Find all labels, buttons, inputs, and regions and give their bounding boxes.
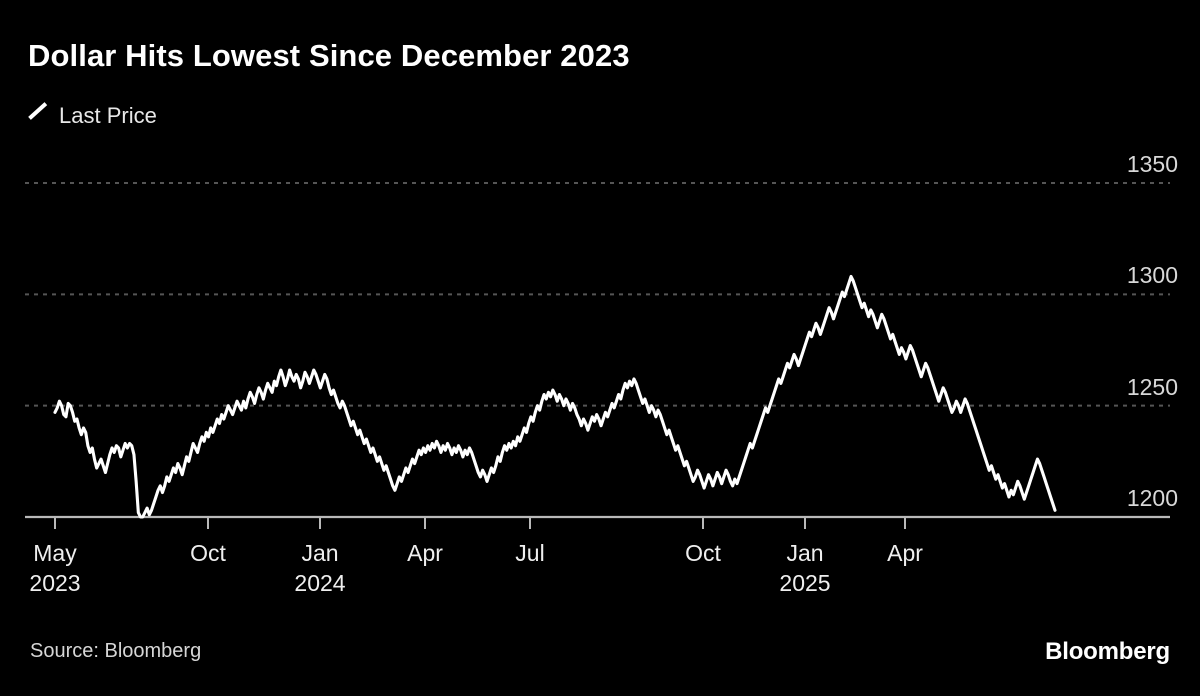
source-note: Source: Bloomberg	[30, 640, 202, 662]
x-axis-label-month: Oct	[685, 540, 721, 566]
x-axis-label: Apr	[407, 538, 443, 568]
x-axis-label-year: 2024	[294, 570, 346, 596]
x-axis-label-year: 2025	[779, 570, 831, 596]
x-axis-label-month: May	[33, 540, 77, 566]
gridlines	[25, 182, 1170, 407]
x-axis-label-year: 2023	[29, 570, 81, 596]
x-axis-label-month: Apr	[887, 540, 923, 566]
y-axis-label: 1350	[1126, 151, 1178, 177]
x-axis-label-month: Oct	[190, 540, 226, 566]
y-axis-label: 1250	[1126, 373, 1178, 400]
x-axis-label: Oct	[685, 538, 721, 568]
y-axis-label: 1300	[1126, 262, 1178, 289]
y-axis-label: 1200	[1126, 485, 1178, 511]
x-axis-label: Jan 2025	[779, 538, 830, 598]
data-series-line	[53, 274, 1057, 519]
x-axis-label-month: Jul	[515, 540, 545, 566]
x-axis-ticks	[54, 517, 906, 529]
legend-item-label: Last Price	[59, 103, 157, 128]
x-axis-label: Apr	[887, 538, 923, 568]
x-axis-label-month: Apr	[407, 540, 443, 566]
x-axis-label-month: Jan	[301, 540, 339, 566]
x-axis-label: Jul	[515, 538, 544, 568]
x-axis-label: Jan 2024	[294, 538, 345, 598]
page-title: Dollar Hits Lowest Since December 2023	[28, 38, 630, 73]
bloomberg-logo: Bloomberg	[1045, 638, 1170, 665]
chart-legend: Last Price	[28, 102, 157, 130]
x-axis-label: Oct	[190, 538, 226, 568]
x-axis-label: May 2023	[29, 538, 80, 598]
x-axis-label-month: Jan	[786, 540, 824, 566]
